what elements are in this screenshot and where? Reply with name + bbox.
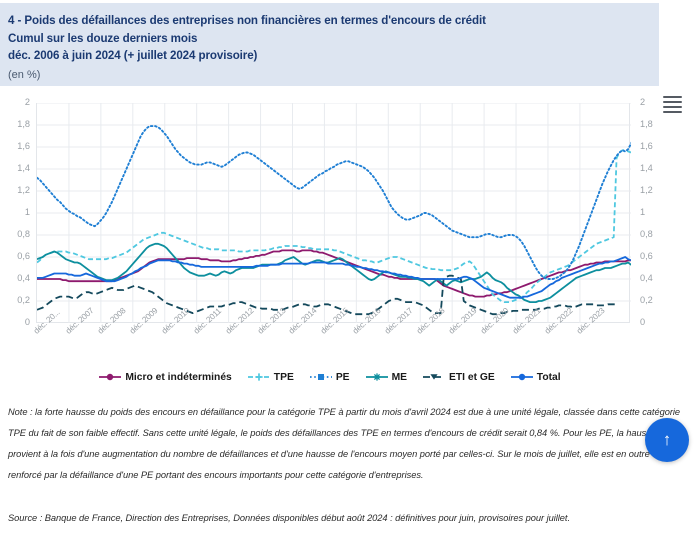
y-tick-label-right: 0,6 xyxy=(640,251,653,261)
legend-label: ME xyxy=(391,371,408,383)
legend-label: ETI et GE xyxy=(449,371,495,383)
legend-item[interactable]: Micro et indéterminés xyxy=(99,371,232,383)
y-tick-label-left: 0,4 xyxy=(17,273,30,283)
legend-item[interactable]: TPE xyxy=(247,371,294,383)
chart-header-banner: 4 - Poids des défaillances des entrepris… xyxy=(0,3,659,86)
y-tick-label-right: 0 xyxy=(640,317,646,327)
chart-title-line-1: 4 - Poids des défaillances des entrepris… xyxy=(8,14,486,27)
legend-marker-icon xyxy=(510,371,533,383)
y-tick-label-left: 1,2 xyxy=(17,185,30,195)
chart-source: Source : Banque de France, Direction des… xyxy=(8,513,570,523)
hamburger-menu-icon[interactable] xyxy=(663,96,682,114)
y-tick-label-left: 1,6 xyxy=(17,141,30,151)
legend-item[interactable]: Total xyxy=(510,371,561,383)
legend-item[interactable]: ETI et GE xyxy=(423,371,495,383)
y-tick-label-right: 1,4 xyxy=(640,163,653,173)
legend-marker-icon xyxy=(423,371,446,383)
y-tick-label-right: 1,8 xyxy=(640,119,653,129)
legend-item[interactable]: ME xyxy=(365,371,408,383)
series-line xyxy=(37,242,631,303)
y-tick-label-right: 0,4 xyxy=(640,273,653,283)
y-tick-label-right: 1,6 xyxy=(640,141,653,151)
y-tick-label-left: 2 xyxy=(24,97,30,107)
legend-label: PE xyxy=(335,371,350,383)
legend-marker-icon xyxy=(365,371,388,383)
series-line xyxy=(37,249,631,298)
arrow-up-icon: ↑ xyxy=(662,430,672,449)
y-tick-label-right: 1 xyxy=(640,207,646,217)
chart-note: Note : la forte hausse du poids des enco… xyxy=(8,407,681,480)
y-tick-label-right: 1,2 xyxy=(640,185,653,195)
y-tick-label-left: 0 xyxy=(24,317,30,327)
y-tick-label-left: 0,2 xyxy=(17,295,30,305)
series-line xyxy=(37,256,631,299)
chart-unit-label: (en %) xyxy=(8,68,41,81)
y-tick-label-right: 0,8 xyxy=(640,229,653,239)
series-line xyxy=(37,149,631,303)
series-line xyxy=(37,125,631,280)
plot-area xyxy=(36,103,631,323)
chart-container: 0 0,2 0,4 0,6 0,8 1 1,2 1,4 1,6 1,8 2 0 0,2 0,4 0,6 0,… xyxy=(0,96,696,366)
legend-marker-icon xyxy=(247,371,270,383)
y-tick-label-left: 0,6 xyxy=(17,251,30,261)
legend-item[interactable]: PE xyxy=(309,371,350,383)
legend-marker-icon xyxy=(309,371,332,383)
y-tick-label-right: 0,2 xyxy=(640,295,653,305)
series-canvas xyxy=(37,103,631,323)
chart-legend: Micro et indéterminés TPE PE ME ETI et GE Tot… xyxy=(0,371,660,383)
legend-label: Micro et indéterminés xyxy=(125,371,232,383)
legend-label: TPE xyxy=(273,371,294,383)
chart-title-line-3: déc. 2006 à juin 2024 (+ juillet 2024 pr… xyxy=(8,49,258,62)
y-tick-label-left: 1,4 xyxy=(17,163,30,173)
series-line xyxy=(37,274,617,316)
y-tick-label-right: 2 xyxy=(640,97,646,107)
y-tick-label-left: 1 xyxy=(24,207,30,217)
chart-title-line-2: Cumul sur les douze derniers mois xyxy=(8,31,198,45)
y-tick-label-left: 0,8 xyxy=(17,229,30,239)
scroll-to-top-button[interactable]: ↑ xyxy=(645,418,689,462)
y-tick-label-left: 1,8 xyxy=(17,119,30,129)
legend-marker-icon xyxy=(99,371,122,383)
legend-label: Total xyxy=(536,371,561,383)
